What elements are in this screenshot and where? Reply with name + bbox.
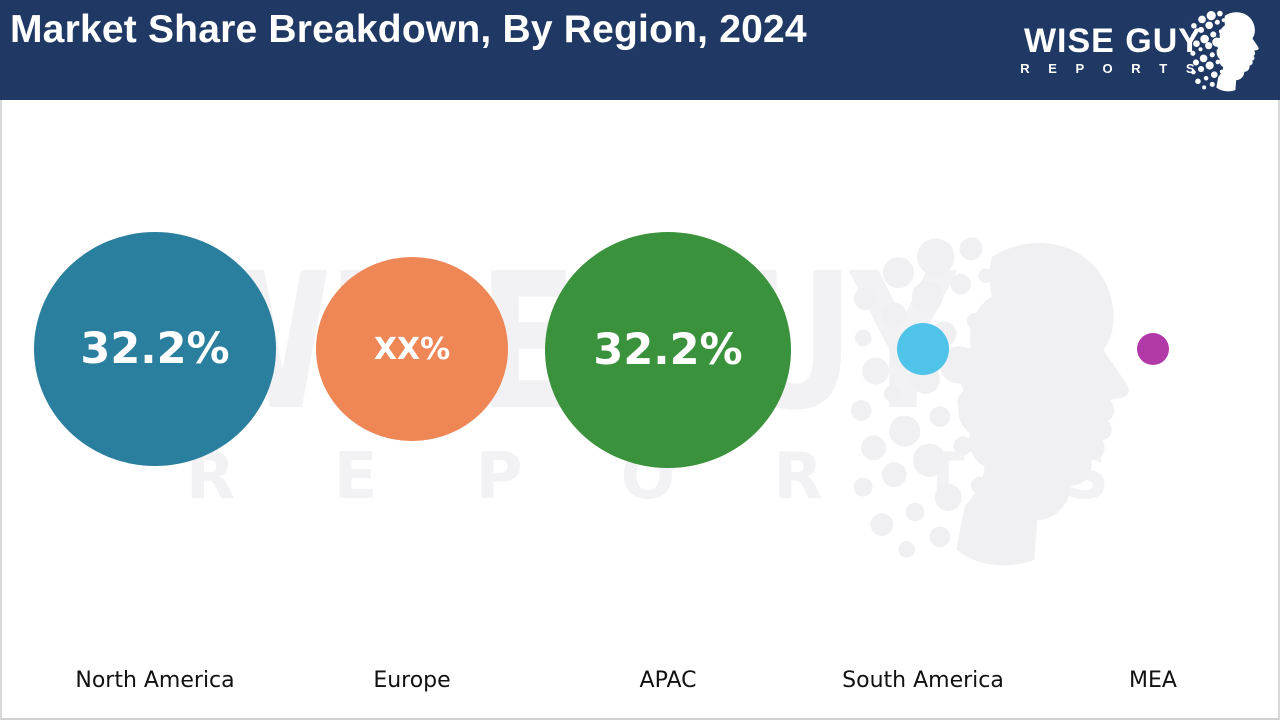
bubble-north-america: 32.2%: [34, 232, 276, 466]
brand-name: WISE GUY: [1023, 22, 1202, 60]
header-bar: Market Share Breakdown, By Region, 2024 …: [0, 0, 1280, 100]
watermark-head-icon: [850, 237, 1129, 566]
bubble-mea: [1137, 333, 1169, 365]
category-label-mea: MEA: [1129, 668, 1177, 693]
category-label-apac: APAC: [639, 668, 697, 693]
brand-logo-text: WISE GUY R E P O R T S: [1020, 23, 1202, 77]
category-label-south-america: South America: [842, 668, 1004, 693]
bubble-value-apac: 32.2%: [593, 325, 743, 375]
category-label-north-america: North America: [75, 668, 235, 693]
chart-area: WISE GUY R E P O R T S 32.2%XX%32.2% Nor…: [0, 100, 1280, 720]
brand-logo: WISE GUY R E P O R T S: [1020, 8, 1266, 92]
bubble-value-europe: XX%: [373, 331, 451, 367]
brand-tagline: R E P O R T S: [1020, 61, 1202, 76]
bubble-europe: XX%: [316, 257, 508, 441]
bubble-apac: 32.2%: [545, 232, 791, 468]
bubble-value-north-america: 32.2%: [80, 324, 230, 374]
category-label-europe: Europe: [373, 668, 451, 693]
bubble-south-america: [897, 323, 949, 375]
page-title: Market Share Breakdown, By Region, 2024: [10, 8, 807, 51]
